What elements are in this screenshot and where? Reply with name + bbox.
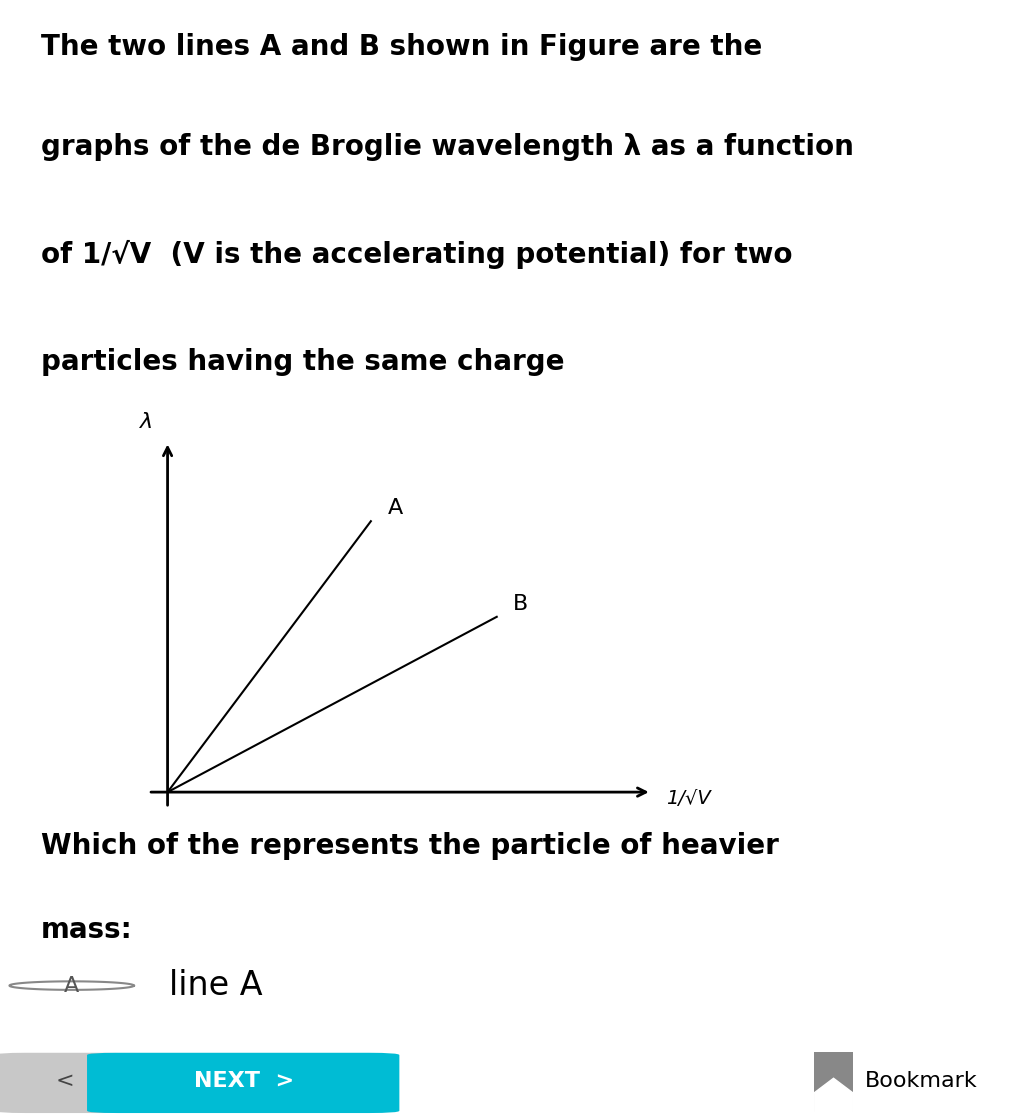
Text: of 1/√V  (V is the accelerating potential) for two: of 1/√V (V is the accelerating potential… [41, 241, 793, 270]
Polygon shape [814, 1079, 853, 1112]
FancyBboxPatch shape [814, 1052, 853, 1112]
Text: 1/√V: 1/√V [667, 788, 711, 808]
Text: <: < [55, 1072, 74, 1091]
Text: A: A [387, 498, 402, 519]
Text: A: A [65, 976, 79, 996]
Text: B: B [513, 594, 528, 614]
FancyBboxPatch shape [87, 1053, 399, 1113]
Text: mass:: mass: [41, 916, 133, 943]
FancyBboxPatch shape [0, 1053, 133, 1113]
Text: Bookmark: Bookmark [865, 1072, 978, 1091]
Text: λ: λ [140, 412, 153, 432]
Text: particles having the same charge: particles having the same charge [41, 348, 564, 376]
Text: Which of the represents the particle of heavier: Which of the represents the particle of … [41, 831, 779, 860]
Text: graphs of the de Broglie wavelength λ as a function: graphs of the de Broglie wavelength λ as… [41, 132, 854, 160]
Text: The two lines A and B shown in Figure are the: The two lines A and B shown in Figure ar… [41, 34, 762, 62]
Text: line A: line A [169, 969, 262, 1002]
Text: NEXT  >: NEXT > [194, 1072, 294, 1091]
